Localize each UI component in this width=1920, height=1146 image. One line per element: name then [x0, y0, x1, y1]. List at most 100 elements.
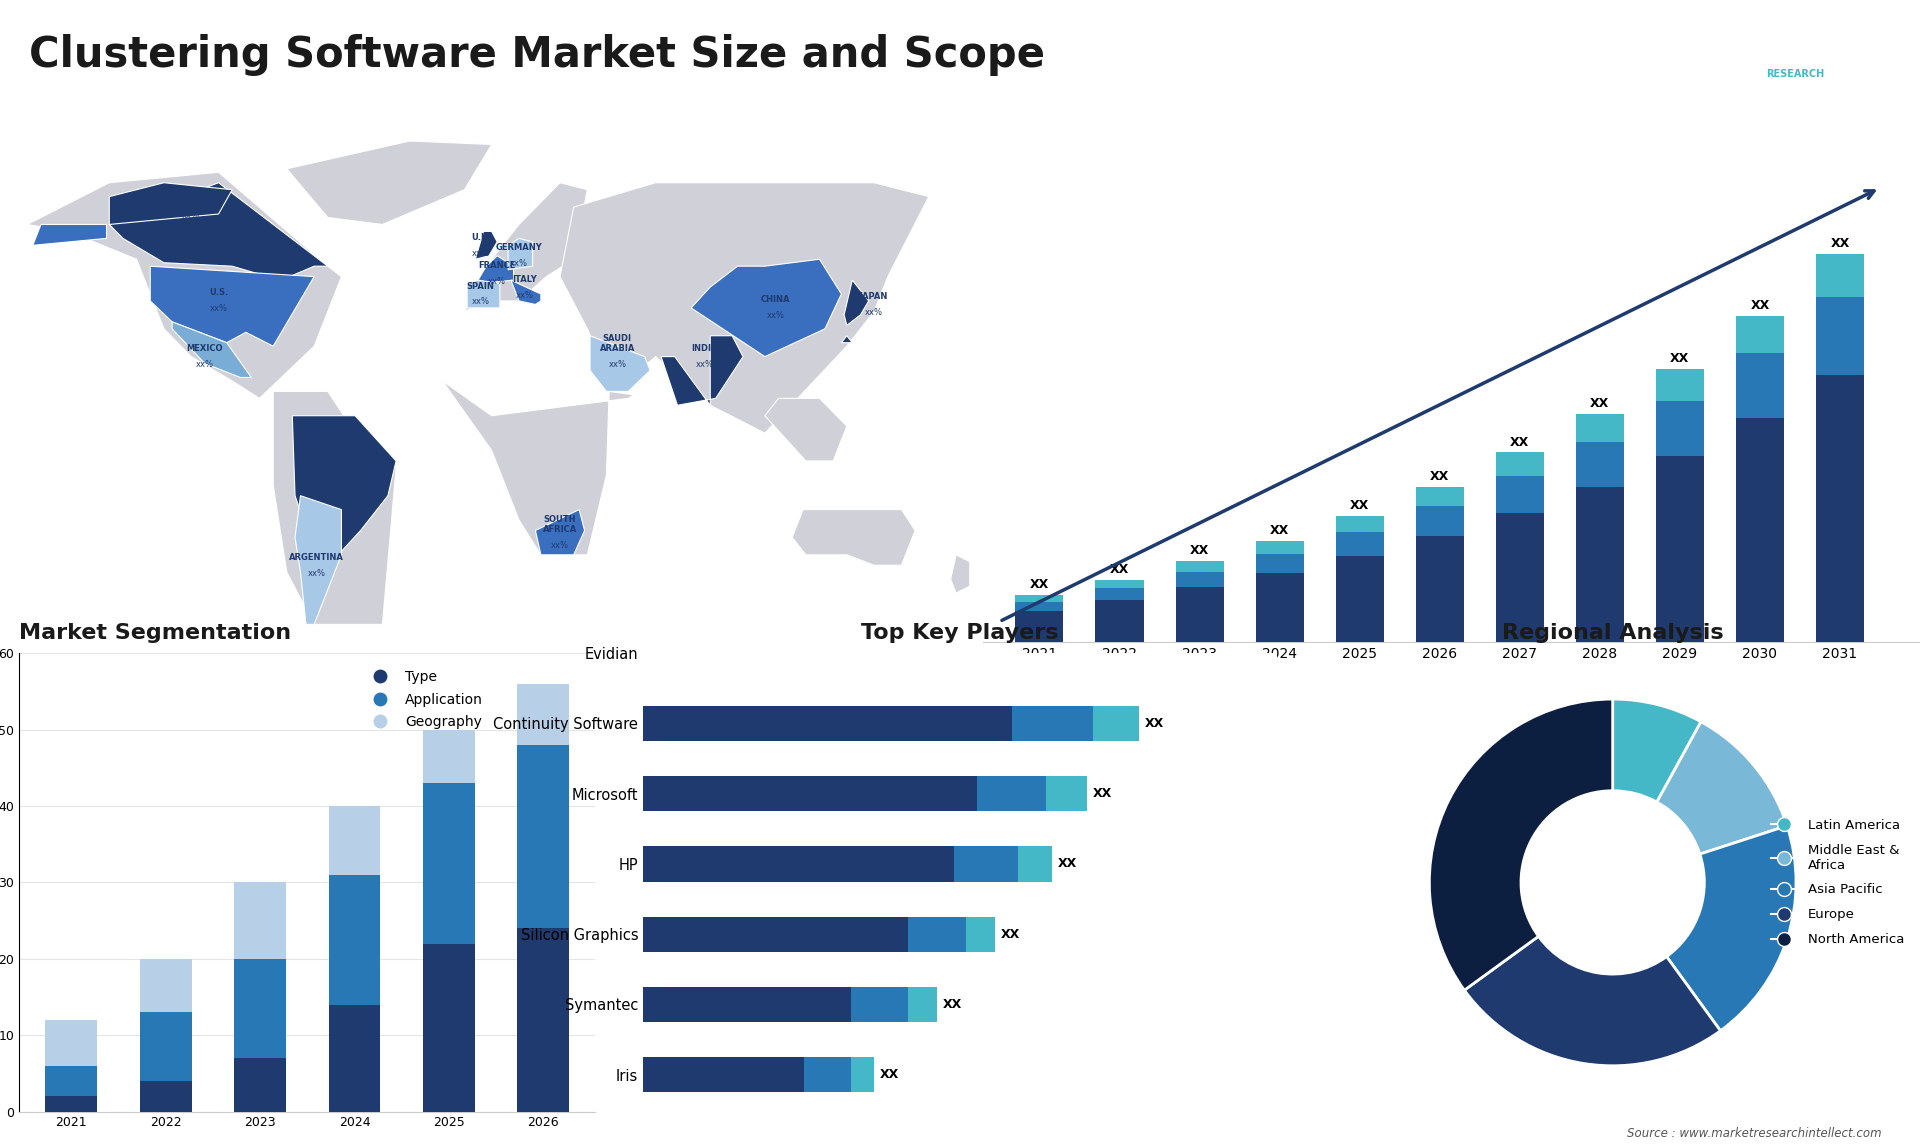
Wedge shape: [1657, 722, 1788, 854]
Text: XX: XX: [1430, 470, 1450, 482]
Text: xx%: xx%: [488, 276, 507, 285]
Text: GERMANY: GERMANY: [495, 243, 541, 252]
Bar: [1415, 505, 1463, 536]
Text: BRAZIL: BRAZIL: [326, 462, 361, 471]
Text: RESEARCH: RESEARCH: [1766, 70, 1824, 79]
Text: xx%: xx%: [307, 568, 326, 578]
Text: U.S.: U.S.: [209, 289, 228, 298]
Polygon shape: [509, 238, 532, 269]
Bar: [328, 1005, 380, 1112]
Legend: Latin America, Middle East &
Africa, Asia Pacific, Europe, North America: Latin America, Middle East & Africa, Asi…: [1766, 814, 1910, 951]
Bar: [908, 987, 937, 1022]
Bar: [1256, 573, 1304, 642]
Bar: [1336, 557, 1384, 642]
Text: M: M: [1730, 34, 1755, 57]
Text: MARKET: MARKET: [1772, 47, 1818, 56]
Legend: Type, Application, Geography: Type, Application, Geography: [361, 665, 488, 735]
Polygon shape: [841, 336, 852, 343]
Polygon shape: [691, 259, 841, 356]
Bar: [1096, 580, 1144, 588]
Text: CHINA: CHINA: [760, 296, 791, 305]
Text: xx%: xx%: [866, 308, 883, 317]
Bar: [1496, 513, 1544, 642]
Bar: [1576, 441, 1624, 487]
Bar: [643, 847, 954, 881]
Polygon shape: [173, 322, 252, 377]
Bar: [643, 706, 1012, 741]
Polygon shape: [476, 231, 497, 259]
Bar: [643, 917, 908, 952]
Text: Market Segmentation: Market Segmentation: [19, 623, 292, 643]
Bar: [140, 1081, 192, 1112]
Bar: [1256, 541, 1304, 555]
Text: xx%: xx%: [209, 305, 228, 314]
Text: CANADA: CANADA: [171, 195, 211, 204]
Bar: [1576, 487, 1624, 642]
Text: XX: XX: [1590, 397, 1609, 410]
Bar: [1336, 532, 1384, 557]
Wedge shape: [1465, 936, 1720, 1066]
Polygon shape: [845, 280, 868, 325]
Text: xx%: xx%: [336, 478, 353, 487]
Bar: [1655, 369, 1703, 401]
Bar: [1016, 595, 1064, 602]
Bar: [966, 917, 995, 952]
Bar: [1092, 706, 1139, 741]
Polygon shape: [950, 555, 970, 594]
Text: XX: XX: [943, 998, 962, 1011]
Bar: [908, 917, 966, 952]
Text: MEXICO: MEXICO: [186, 344, 223, 353]
Wedge shape: [1667, 826, 1795, 1030]
Polygon shape: [296, 496, 342, 625]
Text: XX: XX: [1269, 524, 1288, 537]
Text: Source : www.marketresearchintellect.com: Source : www.marketresearchintellect.com: [1626, 1128, 1882, 1140]
Text: XX: XX: [1029, 579, 1048, 591]
Bar: [422, 730, 474, 783]
Text: XX: XX: [1511, 435, 1530, 449]
Bar: [1736, 316, 1784, 353]
Polygon shape: [27, 172, 342, 399]
Text: ITALY: ITALY: [513, 275, 538, 283]
Text: xx%: xx%: [695, 360, 714, 369]
Bar: [140, 1012, 192, 1081]
Polygon shape: [465, 182, 588, 312]
Text: XX: XX: [1000, 928, 1020, 941]
Bar: [1655, 401, 1703, 456]
Bar: [1816, 254, 1864, 297]
Text: JAPAN: JAPAN: [860, 292, 889, 301]
Bar: [1096, 588, 1144, 599]
Text: XX: XX: [1350, 500, 1369, 512]
Bar: [46, 1020, 98, 1066]
Text: XX: XX: [1190, 544, 1210, 557]
Bar: [1018, 847, 1052, 881]
Polygon shape: [286, 141, 492, 225]
Bar: [1336, 516, 1384, 532]
Bar: [1016, 611, 1064, 642]
Bar: [422, 943, 474, 1112]
Text: XX: XX: [1830, 237, 1849, 250]
Polygon shape: [109, 182, 328, 283]
Wedge shape: [1613, 699, 1701, 802]
Polygon shape: [442, 380, 634, 555]
Text: XX: XX: [1110, 563, 1129, 576]
Bar: [851, 1057, 874, 1092]
Bar: [1256, 555, 1304, 573]
Bar: [1016, 602, 1064, 611]
Text: XX: XX: [879, 1068, 899, 1081]
Bar: [1496, 453, 1544, 476]
Bar: [1496, 476, 1544, 513]
Bar: [804, 1057, 851, 1092]
Bar: [977, 776, 1046, 811]
Bar: [643, 987, 851, 1022]
Polygon shape: [764, 399, 847, 461]
Bar: [1816, 297, 1864, 375]
Bar: [1012, 706, 1092, 741]
Bar: [328, 874, 380, 1005]
Text: xx%: xx%: [609, 360, 626, 369]
Polygon shape: [109, 182, 232, 225]
Bar: [1736, 418, 1784, 642]
Bar: [1655, 456, 1703, 642]
Text: XX: XX: [1144, 717, 1164, 730]
Text: SPAIN: SPAIN: [467, 282, 495, 291]
Text: xx%: xx%: [182, 211, 200, 220]
